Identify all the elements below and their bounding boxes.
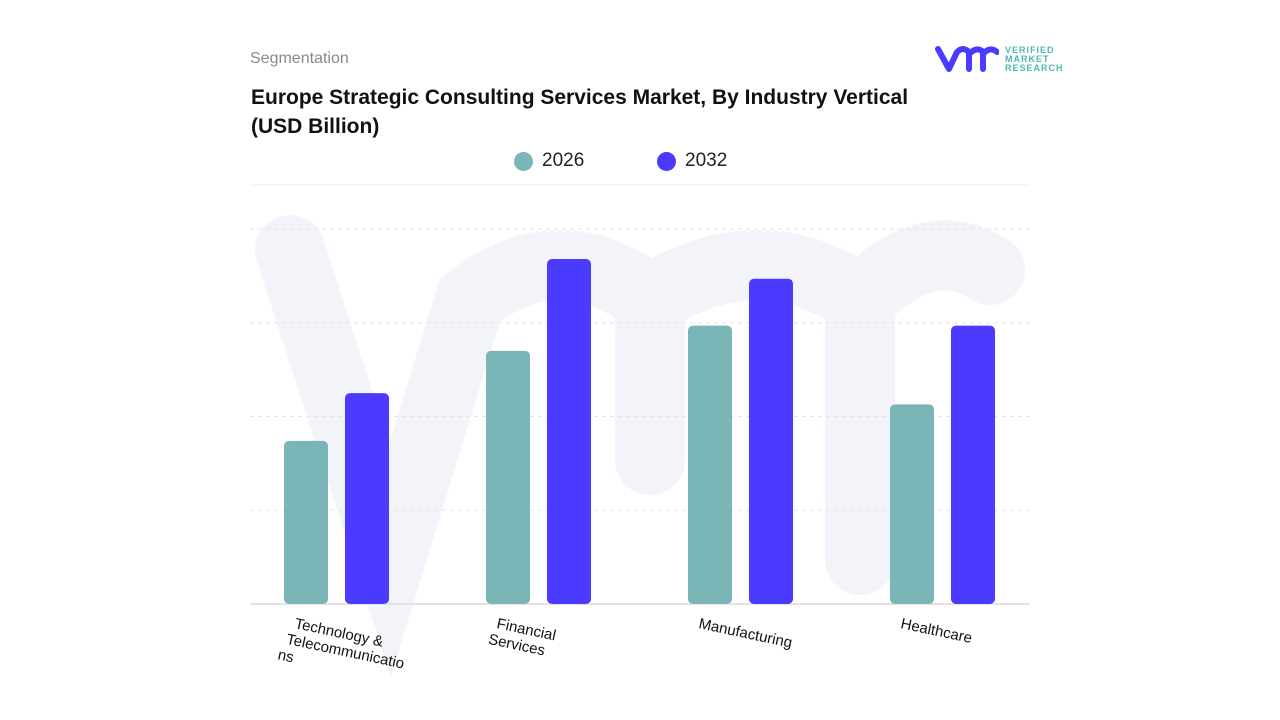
watermark-icon — [255, 215, 1025, 677]
legend-item-2032: 2032 — [657, 150, 727, 172]
logo: VERIFIED MARKET RESEARCH — [935, 44, 1064, 74]
x-tick-label: Healthcare — [899, 615, 973, 647]
legend-item-2026: 2026 — [514, 150, 584, 172]
x-tick-label: Manufacturing — [697, 615, 794, 651]
x-tick-label: FinancialServices — [487, 614, 558, 661]
bar-2026-0 — [284, 440, 328, 604]
bar-2026-2 — [688, 325, 732, 604]
legend-swatch — [514, 151, 533, 171]
bar-2032-2 — [749, 278, 793, 604]
bar-2026-1 — [486, 350, 530, 604]
logo-text: VERIFIED MARKET RESEARCH — [1005, 44, 1064, 73]
legend-swatch — [657, 151, 676, 171]
chart-title: Europe Strategic Consulting Services Mar… — [251, 86, 909, 138]
bar-2032-0 — [345, 393, 389, 604]
bar-2032-1 — [547, 259, 591, 604]
bar-2032-3 — [951, 325, 995, 604]
vmr-logo-icon — [935, 46, 999, 72]
segment-label: Segmentation — [250, 50, 349, 67]
bar-2026-3 — [890, 404, 934, 604]
